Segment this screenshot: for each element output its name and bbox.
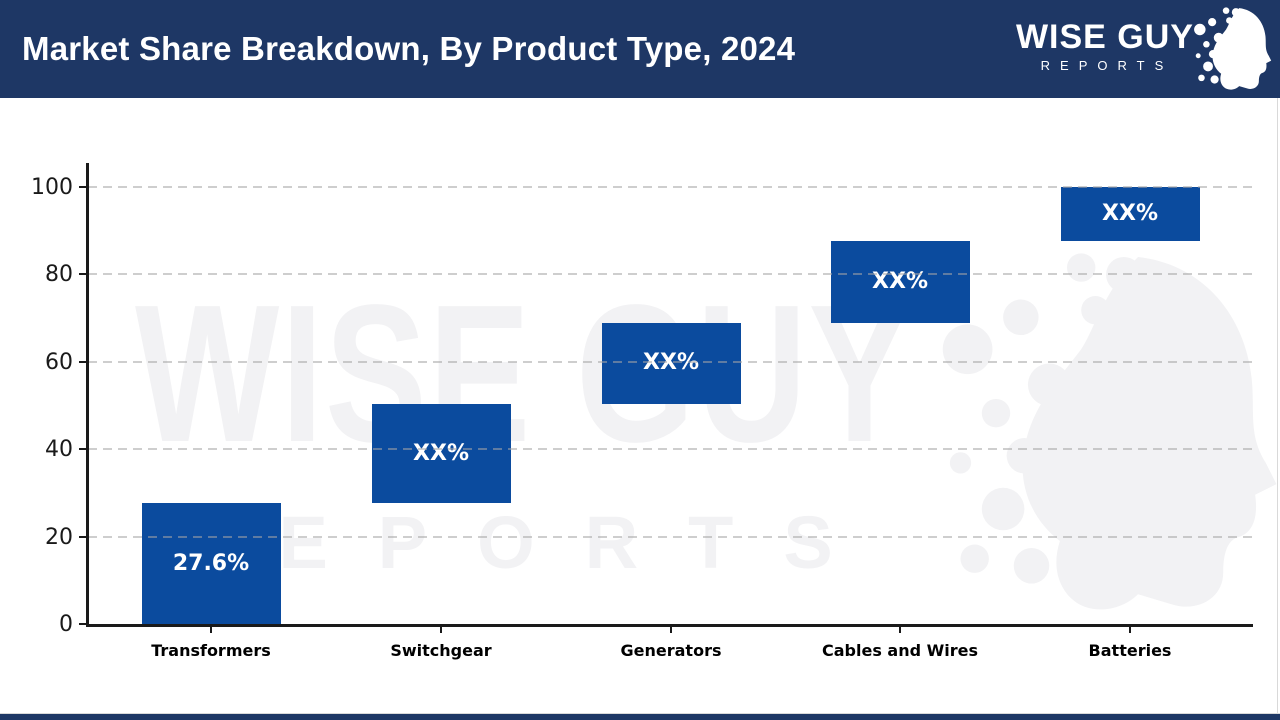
plot-right-border	[1277, 98, 1278, 714]
logo-text: WISE GUY REPORTS	[1016, 20, 1194, 73]
bar-value-label: XX%	[1102, 200, 1158, 226]
bar-transformers	[141, 503, 281, 624]
gridline-40	[88, 448, 1253, 451]
bar-value-label: 27.6%	[172, 550, 250, 576]
bar-switchgear	[371, 403, 511, 504]
y-axis-tick	[79, 623, 88, 625]
gridline-60	[88, 360, 1253, 363]
logo-reports-text: REPORTS	[1040, 58, 1174, 73]
bar-value-label: XX%	[643, 350, 699, 376]
y-axis-tick	[79, 535, 88, 538]
y-axis-tick	[79, 448, 88, 451]
x-axis-tick	[210, 624, 212, 633]
x-axis-tick	[1129, 624, 1131, 633]
wise-guy-reports-logo: WISE GUY REPORTS	[1012, 0, 1272, 98]
gridline-20	[88, 535, 1253, 538]
logo-wiseguy-text: WISE GUY	[1015, 18, 1194, 56]
logo-face-icon	[1194, 7, 1272, 90]
gridline-80	[88, 273, 1253, 276]
bar-value-label: XX%	[872, 268, 928, 294]
plot-bottom-border	[0, 713, 1280, 714]
bar-batteries	[1060, 187, 1200, 241]
gridline-100	[88, 186, 1253, 188]
bar-value-label: XX%	[413, 440, 469, 466]
x-axis-label: Switchgear	[390, 641, 492, 660]
y-axis-tick-label: 80	[45, 262, 73, 288]
y-axis-tick	[79, 273, 88, 276]
chart-title: Market Share Breakdown, By Product Type,…	[22, 30, 796, 67]
x-axis-tick	[899, 624, 901, 633]
y-axis-tick-label: 100	[31, 175, 73, 200]
x-axis-label: Batteries	[1088, 641, 1172, 660]
y-axis-tick-label: 20	[45, 524, 73, 550]
y-axis-tick-label: 60	[45, 349, 73, 375]
y-axis-tick-label: 40	[45, 437, 73, 463]
bar-generators	[601, 322, 741, 404]
x-axis-label: Cables and Wires	[821, 641, 979, 660]
footer-bar	[0, 714, 1280, 720]
x-axis-tick	[670, 624, 672, 633]
x-axis-label: Generators	[620, 641, 722, 660]
x-axis-line	[86, 624, 1253, 627]
y-axis-line	[86, 163, 89, 627]
bar-cables-and-wires	[830, 240, 970, 323]
header-bar: Market Share Breakdown, By Product Type,…	[0, 0, 1280, 98]
x-axis-tick	[440, 624, 442, 633]
y-axis-tick	[79, 186, 88, 188]
y-axis-tick	[79, 360, 88, 363]
y-axis-tick-label: 0	[59, 612, 73, 637]
x-axis-label: Transformers	[151, 641, 271, 660]
